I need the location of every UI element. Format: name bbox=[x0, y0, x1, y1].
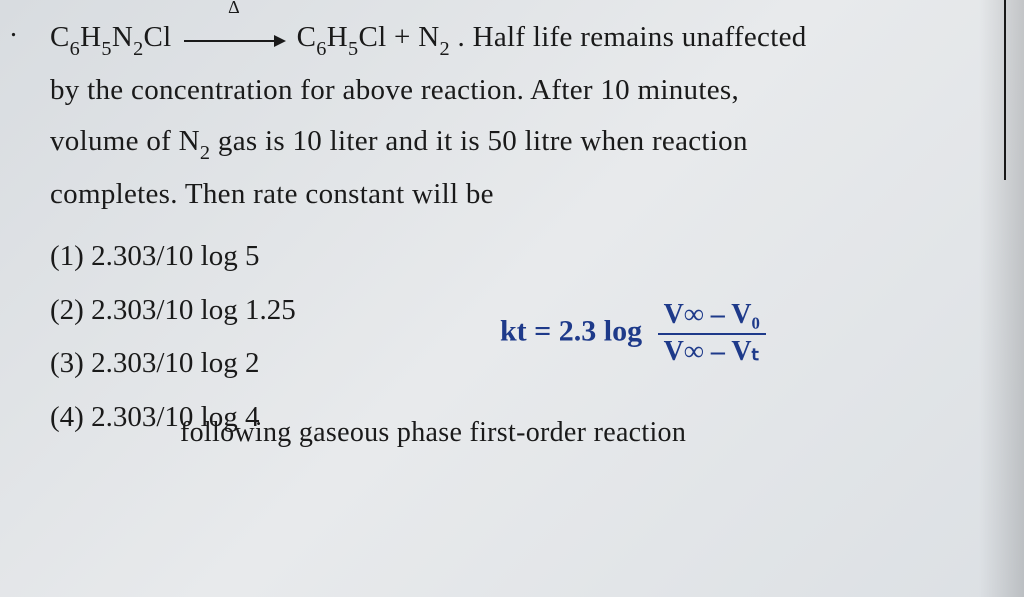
arrow-line bbox=[184, 40, 284, 42]
plus-sign: + bbox=[394, 21, 418, 53]
formula-char: C bbox=[50, 21, 70, 53]
handwritten-annotation: kt = 2.3 log V∞ – V₀ V∞ – Vₜ bbox=[500, 300, 766, 368]
option-number: (2) bbox=[50, 294, 84, 326]
formula-char: H bbox=[327, 21, 348, 53]
formula-sub: 2 bbox=[133, 38, 143, 60]
option-number: (4) bbox=[50, 401, 84, 433]
n2-inline: N2 bbox=[179, 125, 211, 157]
line3-mid: gas is 10 liter and it is 50 litre when … bbox=[210, 125, 747, 157]
right-border-line bbox=[1004, 0, 1006, 180]
handwritten-lhs: kt = 2.3 log bbox=[500, 315, 642, 348]
line1-suffix: . Half life remains unaffected bbox=[458, 21, 807, 53]
formula-char: N bbox=[112, 21, 133, 53]
product1-formula: C6H5Cl bbox=[297, 21, 394, 53]
option-number: (3) bbox=[50, 347, 84, 379]
line3-prefix: volume of bbox=[50, 125, 179, 157]
fraction-denominator: V∞ – Vₜ bbox=[658, 335, 766, 368]
delta-symbol: Δ bbox=[228, 0, 240, 23]
fraction-numerator: V∞ – V₀ bbox=[658, 300, 766, 335]
formula-char: Cl bbox=[144, 21, 172, 53]
product2-formula: N2 bbox=[418, 21, 457, 53]
bottom-partial-text: following gaseous phase first-order reac… bbox=[180, 417, 686, 449]
option-1: (1) 2.303/10 log 5 bbox=[50, 230, 994, 284]
formula-sub: 2 bbox=[439, 38, 449, 60]
line2-text: by the concentration for above reaction.… bbox=[50, 74, 739, 106]
formula-char: C bbox=[297, 21, 317, 53]
formula-sub: 6 bbox=[70, 38, 80, 60]
formula-sub: 2 bbox=[200, 142, 210, 164]
option-text: 2.303/10 log 1.25 bbox=[91, 294, 296, 326]
question-number: . bbox=[10, 12, 17, 44]
formula-char: N bbox=[179, 125, 200, 157]
formula-sub: 5 bbox=[101, 38, 111, 60]
question-body: C6H5N2Cl Δ C6H5Cl + N2 . Half life remai… bbox=[50, 12, 994, 220]
formula-char: N bbox=[418, 21, 439, 53]
option-text: 2.303/10 log 2 bbox=[91, 347, 259, 379]
option-number: (1) bbox=[50, 240, 84, 272]
formula-sub: 6 bbox=[316, 38, 326, 60]
page-container: . C6H5N2Cl Δ C6H5Cl + N2 . Half life rem… bbox=[0, 0, 1024, 457]
reaction-arrow: Δ bbox=[179, 14, 289, 65]
formula-char: H bbox=[80, 21, 101, 53]
formula-sub: 5 bbox=[348, 38, 358, 60]
line4-text: completes. Then rate constant will be bbox=[50, 178, 494, 210]
option-text: 2.303/10 log 5 bbox=[91, 240, 259, 272]
reactant-formula: C6H5N2Cl bbox=[50, 21, 179, 53]
formula-char: Cl bbox=[358, 21, 386, 53]
handwritten-fraction: V∞ – V₀ V∞ – Vₜ bbox=[658, 300, 766, 368]
